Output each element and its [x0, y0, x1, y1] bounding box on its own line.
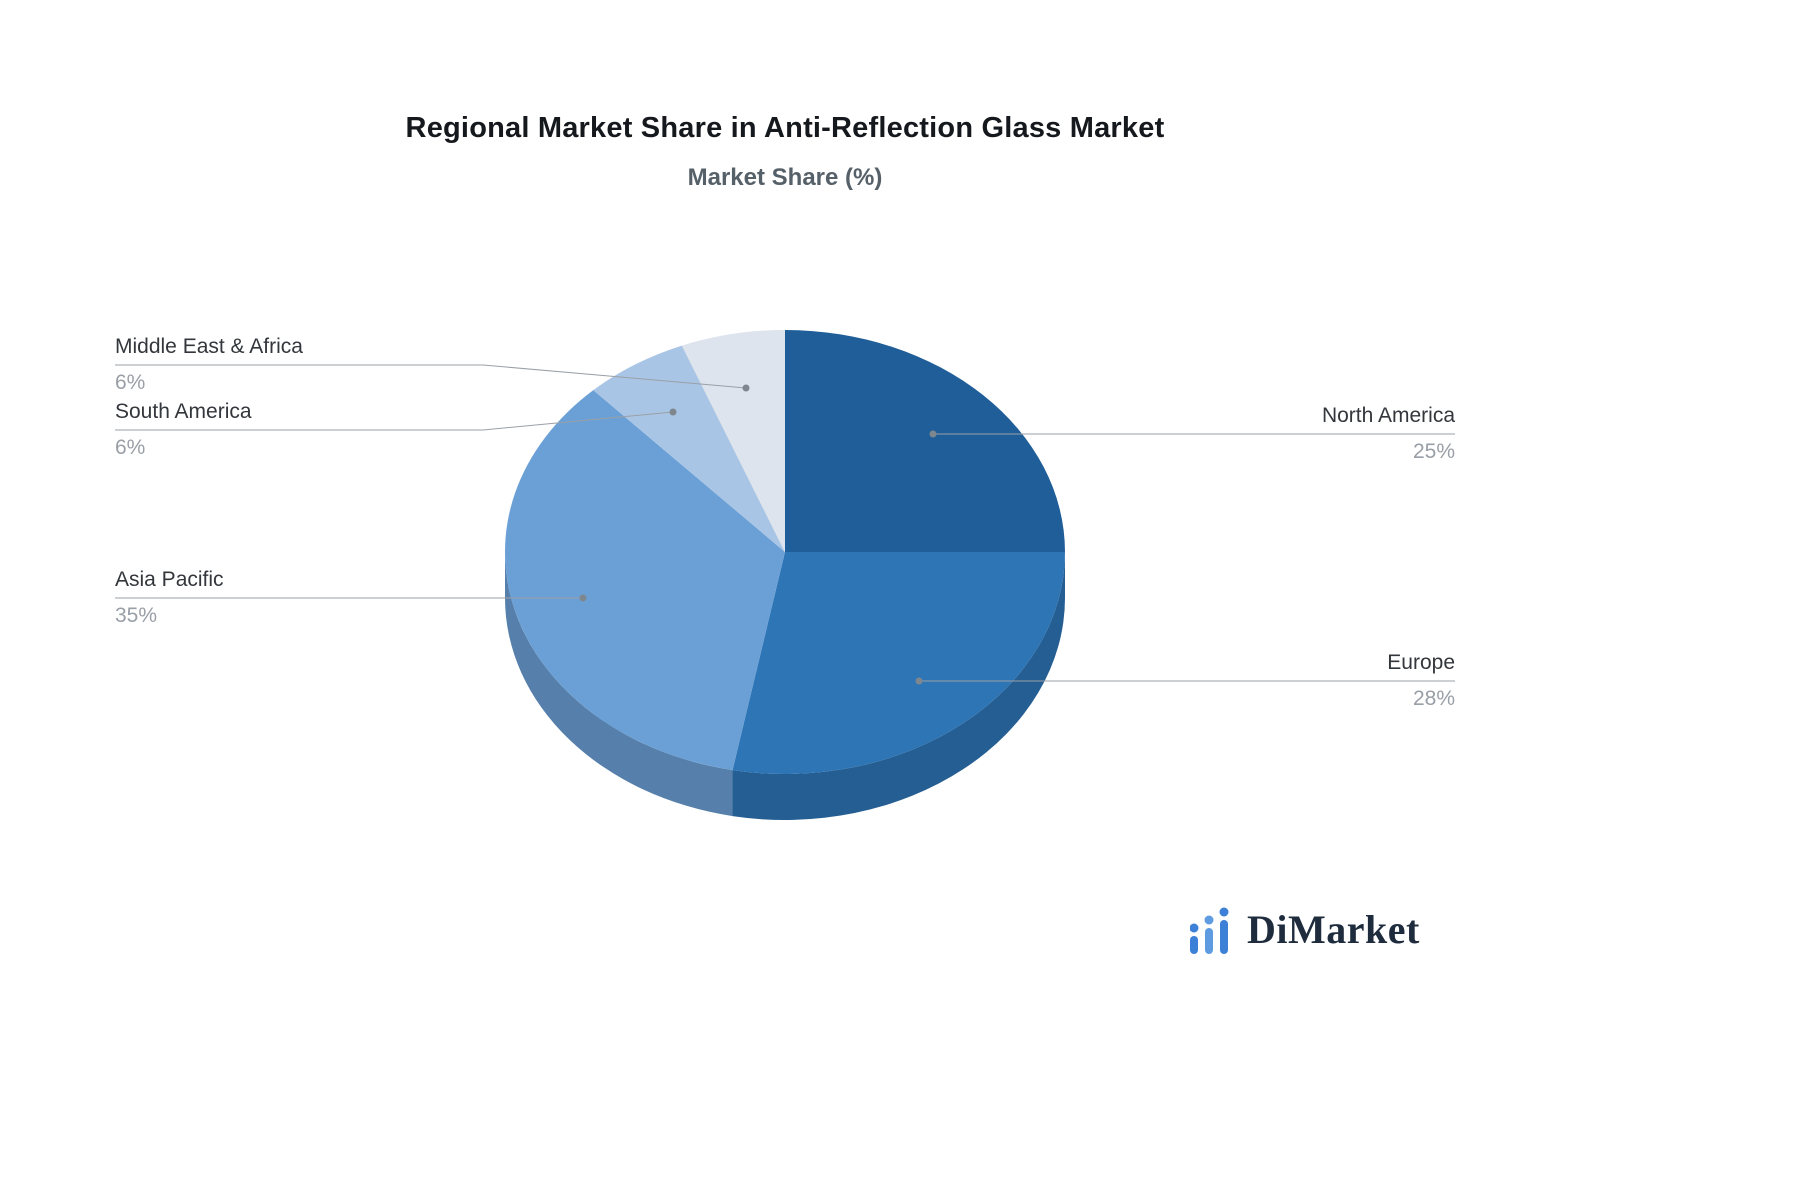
slice-value: 28% — [1412, 687, 1455, 710]
callout-north-america: North America 25% — [1055, 401, 1455, 467]
slice-value: 25% — [1412, 440, 1455, 463]
slice-label: Europe — [1387, 651, 1455, 674]
brand-logo: DiMarket — [1190, 906, 1420, 954]
chart-subtitle: Market Share (%) — [687, 164, 883, 191]
slice-label: North America — [1321, 404, 1455, 427]
callout-asia-pacific: Asia Pacific 35% — [115, 565, 224, 631]
slice-label: South America — [115, 400, 252, 423]
slice-value: 35% — [115, 604, 158, 627]
rising-dotted-bars-icon — [1190, 907, 1229, 954]
callout-south-america: South America 6% — [115, 397, 252, 463]
brand-logo-text: DiMarket — [1247, 907, 1420, 952]
callout-europe: Europe 28% — [1055, 648, 1455, 714]
callout-middle-east-africa: Middle East & Africa 6% — [115, 332, 303, 398]
slice-value: 6% — [115, 371, 146, 394]
chart-title: Regional Market Share in Anti-Reflection… — [405, 112, 1165, 144]
slice-value: 6% — [115, 436, 146, 459]
slice-label: Middle East & Africa — [115, 335, 303, 358]
slice-label: Asia Pacific — [115, 568, 224, 591]
